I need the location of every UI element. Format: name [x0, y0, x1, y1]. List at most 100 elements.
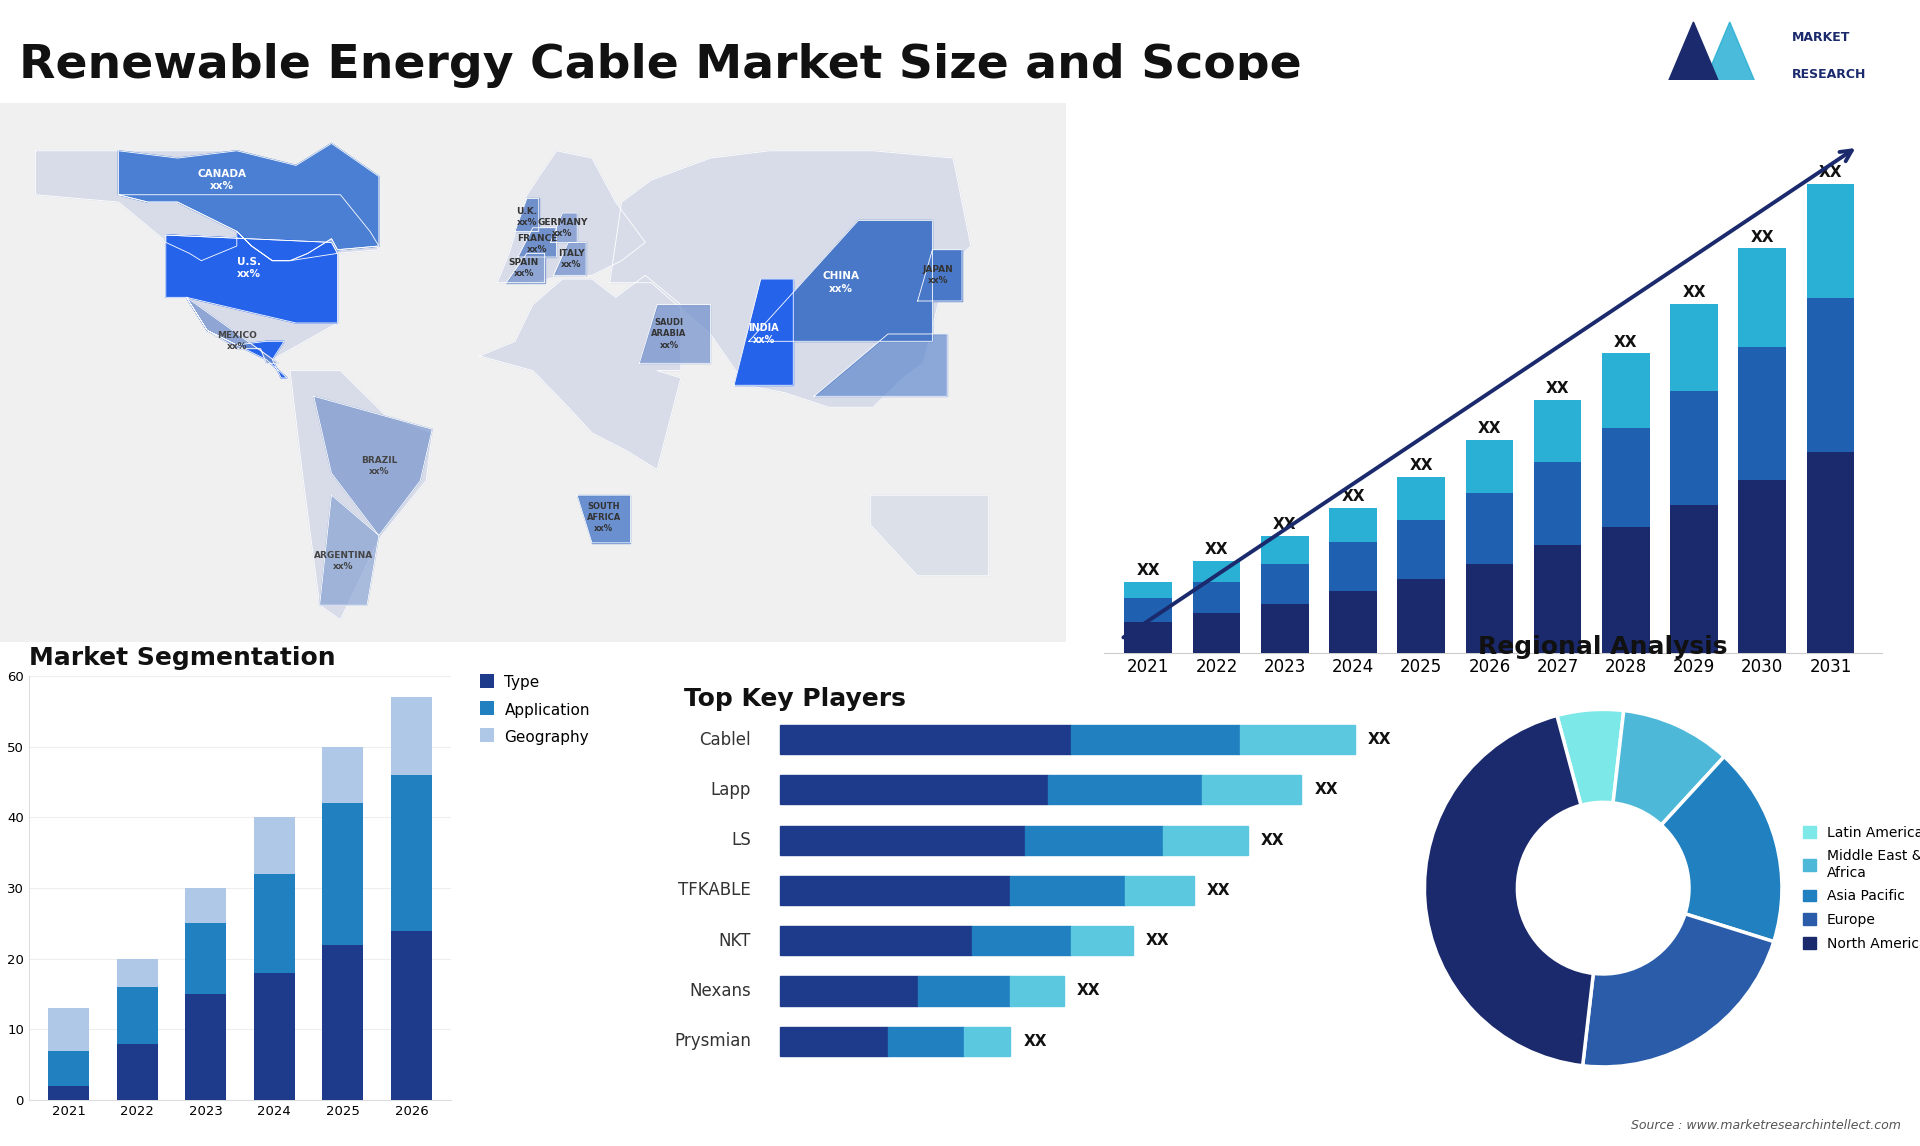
Bar — [1192, 582, 1240, 613]
Text: Lapp: Lapp — [710, 780, 751, 799]
Bar — [1465, 440, 1513, 493]
Text: U.K.
xx%: U.K. xx% — [516, 206, 538, 227]
Text: RESEARCH: RESEARCH — [1791, 69, 1866, 81]
Text: XX: XX — [1682, 285, 1705, 300]
Bar — [1807, 183, 1855, 298]
FancyBboxPatch shape — [1240, 725, 1356, 754]
Polygon shape — [749, 220, 933, 342]
Bar — [323, 747, 363, 803]
Polygon shape — [814, 333, 947, 397]
Polygon shape — [1684, 22, 1776, 133]
Text: MARKET: MARKET — [1791, 31, 1851, 45]
Polygon shape — [165, 231, 338, 260]
Text: LS: LS — [732, 831, 751, 849]
Polygon shape — [578, 495, 630, 543]
Bar — [392, 697, 432, 775]
Wedge shape — [1557, 709, 1624, 806]
Wedge shape — [1613, 711, 1724, 825]
Bar — [1192, 613, 1240, 653]
FancyBboxPatch shape — [780, 926, 972, 956]
Legend: Latin America, Middle East &
Africa, Asia Pacific, Europe, North America: Latin America, Middle East & Africa, Asi… — [1797, 821, 1920, 956]
Text: XX: XX — [1409, 458, 1432, 473]
Text: FRANCE
xx%: FRANCE xx% — [516, 234, 557, 254]
Text: XX: XX — [1146, 933, 1169, 948]
Bar — [1261, 564, 1309, 604]
Text: CHINA
xx%: CHINA xx% — [822, 272, 858, 293]
Bar — [1534, 400, 1582, 462]
Text: Top Key Players: Top Key Players — [684, 686, 906, 711]
FancyBboxPatch shape — [1071, 926, 1133, 956]
Text: Prysmian: Prysmian — [674, 1033, 751, 1050]
Text: Nexans: Nexans — [689, 982, 751, 1000]
Polygon shape — [186, 297, 278, 363]
Bar — [1329, 542, 1377, 591]
Polygon shape — [918, 250, 962, 301]
Polygon shape — [35, 151, 378, 378]
Bar — [253, 973, 296, 1100]
Polygon shape — [321, 495, 378, 605]
Bar — [184, 924, 227, 994]
Polygon shape — [480, 275, 682, 470]
FancyBboxPatch shape — [780, 976, 918, 1005]
Text: XX: XX — [1208, 882, 1231, 898]
FancyBboxPatch shape — [918, 976, 1010, 1005]
Bar — [48, 1008, 88, 1051]
Circle shape — [1517, 802, 1690, 974]
Bar — [48, 1086, 88, 1100]
Bar — [184, 994, 227, 1100]
Text: XX: XX — [1204, 542, 1229, 557]
Bar — [1601, 427, 1649, 526]
Bar — [1125, 622, 1173, 653]
FancyBboxPatch shape — [780, 725, 1071, 754]
Text: XX: XX — [1751, 229, 1774, 245]
FancyBboxPatch shape — [1010, 876, 1125, 905]
Text: Source : www.marketresearchintellect.com: Source : www.marketresearchintellect.com — [1630, 1118, 1901, 1132]
Bar — [1192, 560, 1240, 582]
FancyBboxPatch shape — [887, 1027, 964, 1055]
Text: ARGENTINA
xx%: ARGENTINA xx% — [313, 551, 372, 571]
Bar — [1465, 564, 1513, 653]
Bar — [1261, 536, 1309, 564]
Title: Regional Analysis: Regional Analysis — [1478, 635, 1728, 659]
Bar — [1670, 304, 1718, 391]
Text: XX: XX — [1077, 983, 1100, 998]
Bar — [1329, 591, 1377, 653]
Wedge shape — [1582, 913, 1774, 1067]
Text: MEXICO
xx%: MEXICO xx% — [217, 331, 257, 352]
Text: NKT: NKT — [718, 932, 751, 950]
Bar — [1125, 597, 1173, 622]
Polygon shape — [551, 213, 578, 242]
Text: Cablel: Cablel — [699, 731, 751, 748]
Polygon shape — [733, 278, 793, 385]
FancyBboxPatch shape — [780, 876, 1010, 905]
FancyBboxPatch shape — [780, 1027, 887, 1055]
Wedge shape — [1661, 756, 1782, 942]
Text: BRAZIL
xx%: BRAZIL xx% — [361, 456, 397, 476]
Polygon shape — [515, 198, 540, 231]
Bar — [1670, 505, 1718, 653]
Text: SAUDI
ARABIA
xx%: SAUDI ARABIA xx% — [651, 319, 687, 350]
Bar — [117, 1044, 157, 1100]
Bar — [1738, 347, 1786, 480]
Bar — [117, 959, 157, 987]
Polygon shape — [1647, 22, 1740, 133]
Polygon shape — [870, 495, 989, 575]
Text: XX: XX — [1273, 517, 1296, 532]
Bar — [1601, 353, 1649, 427]
Bar — [117, 987, 157, 1044]
Bar — [1398, 520, 1446, 579]
Bar — [323, 803, 363, 944]
FancyBboxPatch shape — [1125, 876, 1194, 905]
Bar — [1125, 582, 1173, 597]
Polygon shape — [518, 228, 557, 257]
Legend: Type, Application, Geography: Type, Application, Geography — [480, 675, 589, 745]
FancyBboxPatch shape — [1071, 725, 1240, 754]
Polygon shape — [313, 397, 432, 535]
FancyBboxPatch shape — [972, 926, 1071, 956]
Bar — [48, 1051, 88, 1086]
Text: XX: XX — [1342, 489, 1365, 504]
FancyBboxPatch shape — [780, 825, 1025, 855]
FancyBboxPatch shape — [1010, 976, 1064, 1005]
Text: XX: XX — [1137, 564, 1160, 579]
FancyBboxPatch shape — [780, 776, 1048, 804]
